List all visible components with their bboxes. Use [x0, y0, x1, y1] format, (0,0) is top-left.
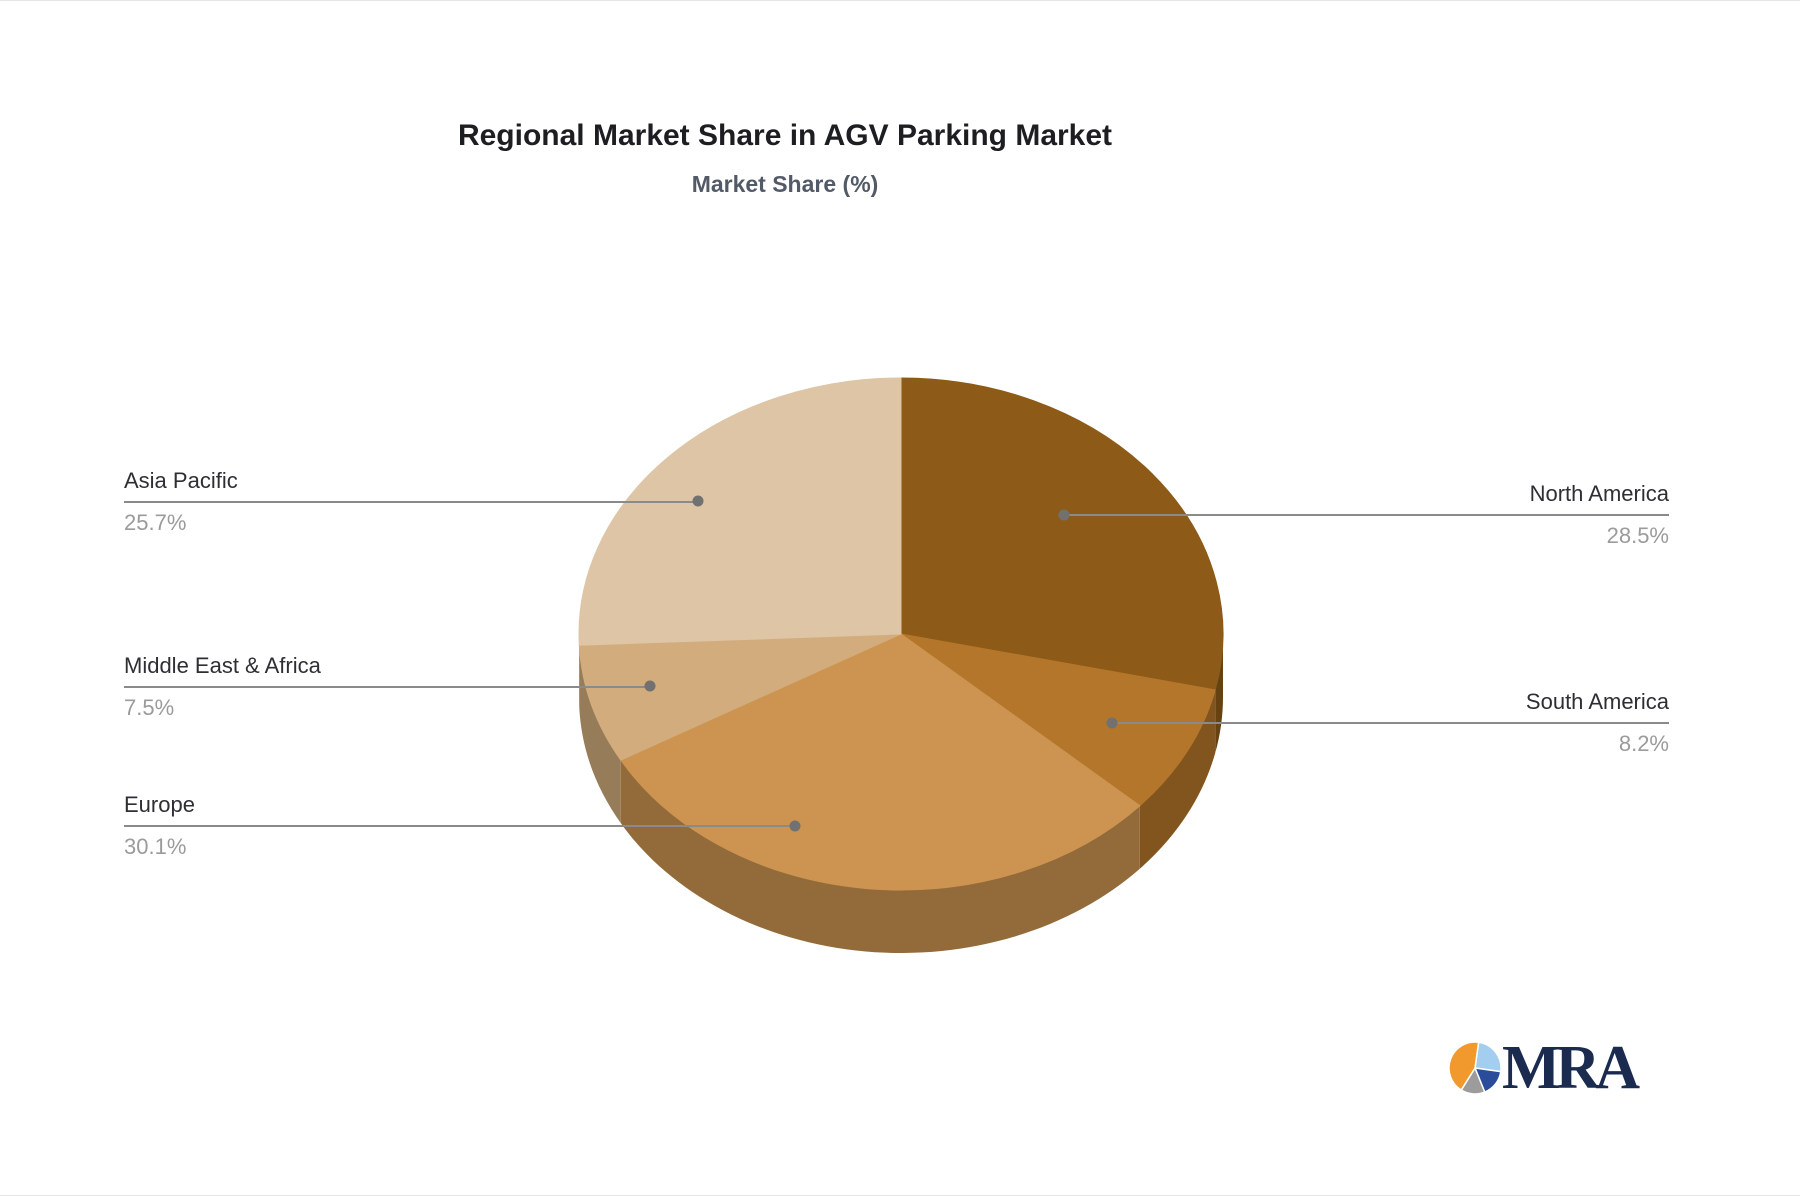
pie-slice-asia-pacific[interactable]	[579, 378, 901, 645]
slice-label-south-america: South America	[1526, 689, 1669, 715]
slice-label-asia-pacific: Asia Pacific	[124, 468, 238, 494]
slice-value-asia-pacific: 25.7%	[124, 510, 186, 536]
mra-logo-pie-icon	[1448, 1041, 1502, 1100]
slice-label-north-america: North America	[1530, 481, 1669, 507]
mra-logo-icon-svg	[1448, 1041, 1502, 1095]
connector-dot-north-america	[1059, 510, 1070, 521]
connector-dot-europe	[790, 821, 801, 832]
mra-logo-text: MRA	[1502, 1035, 1635, 1101]
mra-logo: MRA	[1448, 1035, 1708, 1105]
slice-label-middle-east-africa: Middle East & Africa	[124, 653, 321, 679]
connector-dot-middle-east-africa	[645, 681, 656, 692]
slice-value-south-america: 8.2%	[1619, 731, 1669, 757]
connector-dot-south-america	[1107, 718, 1118, 729]
slice-value-middle-east-africa: 7.5%	[124, 695, 174, 721]
connector-dot-asia-pacific	[693, 496, 704, 507]
logo-segment-light-blue	[1475, 1042, 1501, 1071]
slice-value-europe: 30.1%	[124, 834, 186, 860]
slice-label-europe: Europe	[124, 792, 195, 818]
slice-value-north-america: 28.5%	[1607, 523, 1669, 549]
